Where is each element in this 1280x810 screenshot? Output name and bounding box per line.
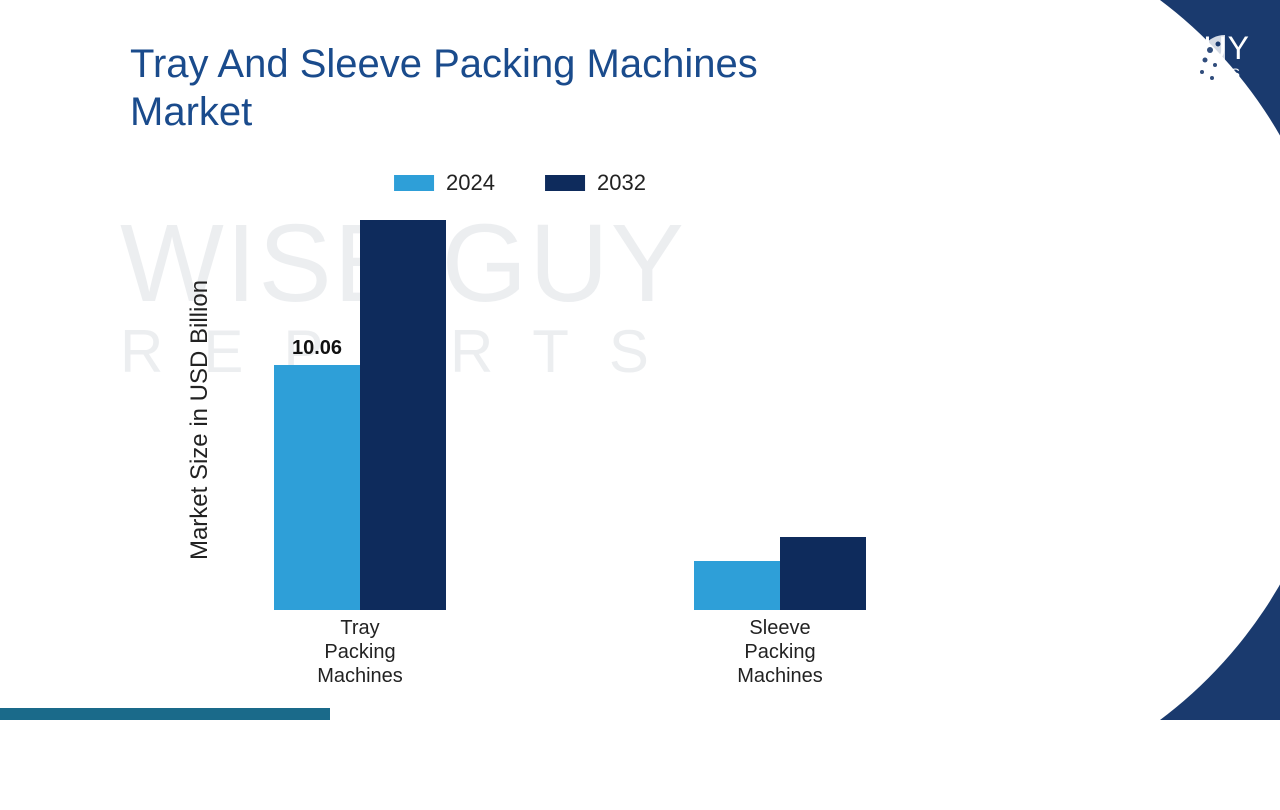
legend-label: 2024	[446, 170, 495, 196]
bottom-accent-strip	[0, 708, 330, 720]
bar	[780, 537, 866, 610]
legend-label: 2032	[597, 170, 646, 196]
value-label: 10.06	[274, 337, 360, 360]
bar	[694, 561, 780, 610]
bar-group: 10.06TrayPackingMachines	[270, 220, 450, 610]
legend-swatch	[394, 175, 434, 191]
head-icon	[1190, 30, 1260, 110]
bar-group: SleevePackingMachines	[690, 537, 870, 610]
legend-item: 2032	[545, 170, 646, 196]
chart-area: Market Size in USD Billion 2024 2032 10.…	[110, 170, 930, 670]
bar	[360, 220, 446, 610]
legend-swatch	[545, 175, 585, 191]
category-label: TrayPackingMachines	[270, 616, 450, 688]
chart-title: Tray And Sleeve Packing Machines Market	[130, 40, 850, 136]
bar: 10.06	[274, 365, 360, 610]
legend: 2024 2032	[394, 170, 646, 196]
category-label: SleevePackingMachines	[690, 616, 870, 688]
plot-area: 10.06TrayPackingMachines SleevePackingMac…	[130, 220, 930, 610]
legend-item: 2024	[394, 170, 495, 196]
brand-logo: WISE GUY R E P O R T S	[1030, 30, 1250, 81]
